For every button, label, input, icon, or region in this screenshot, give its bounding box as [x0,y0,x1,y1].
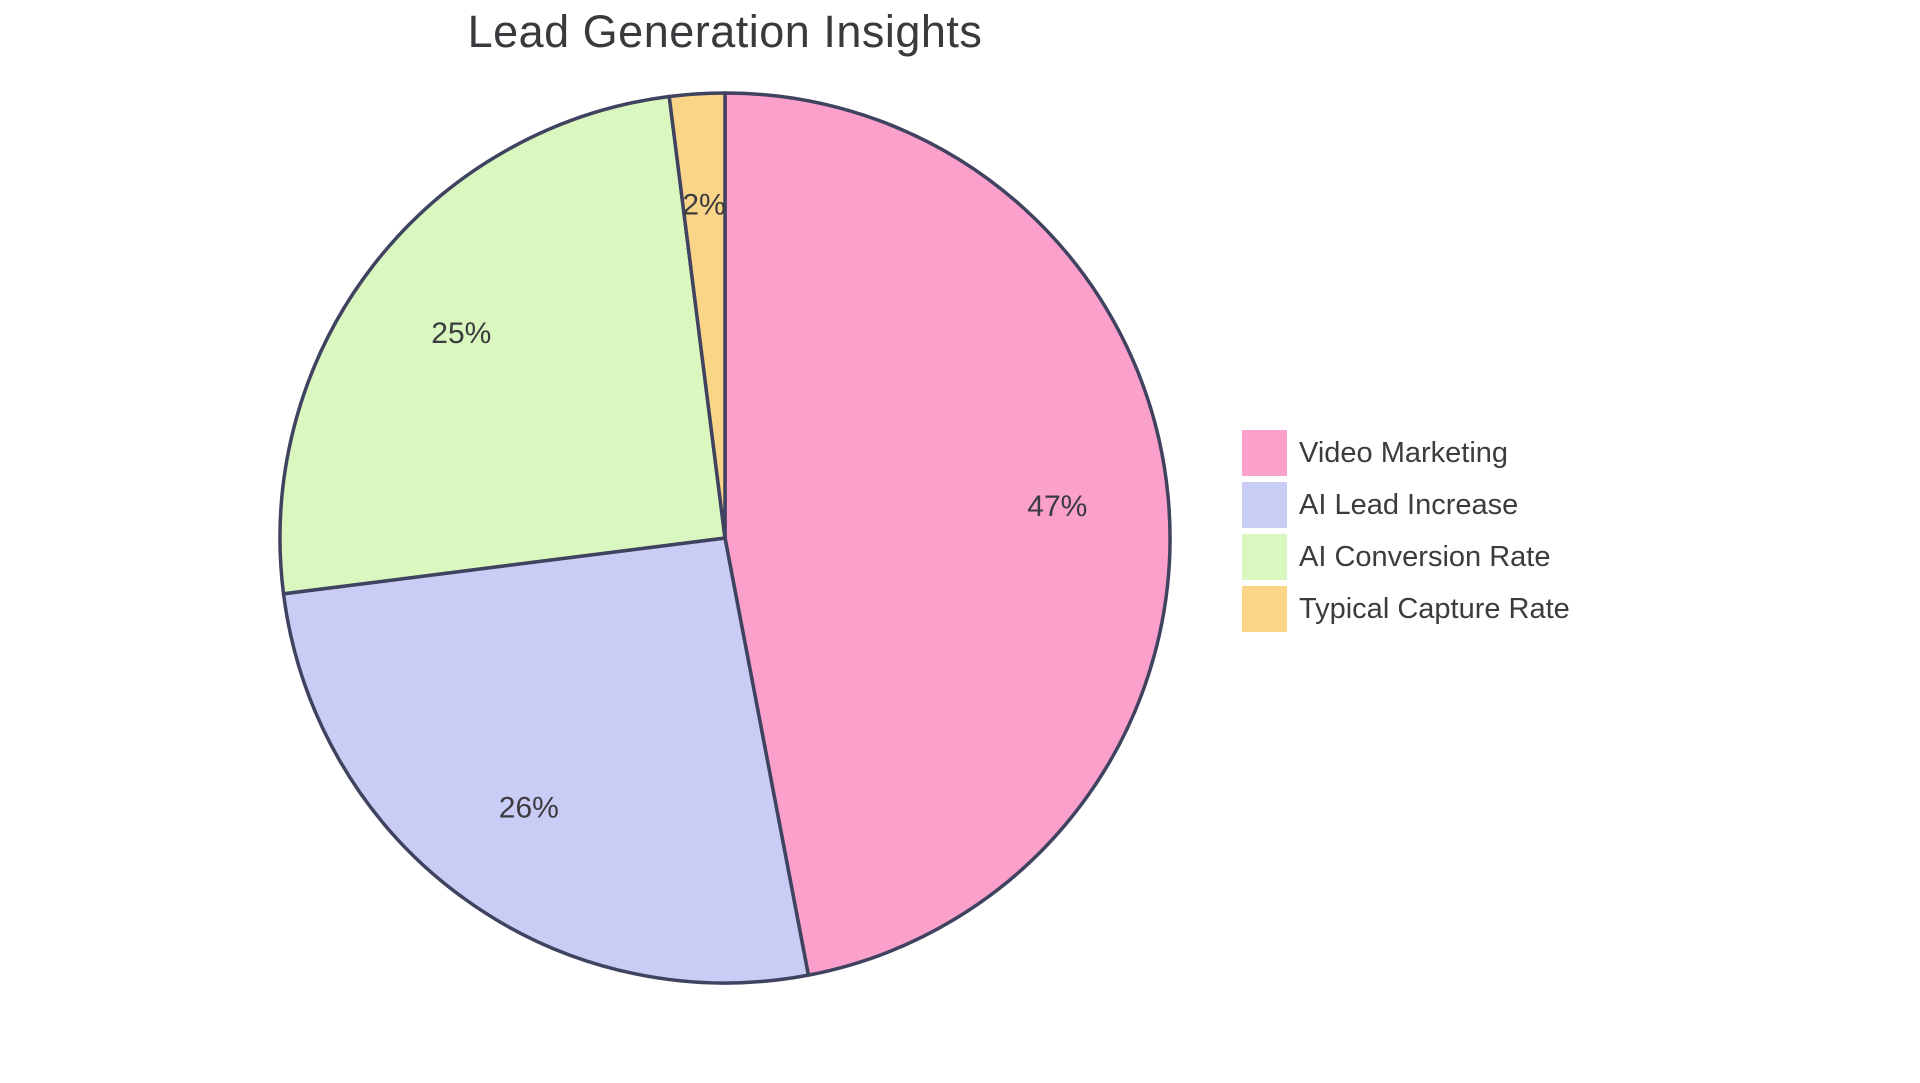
legend-item-label: AI Conversion Rate [1299,540,1551,573]
legend-item-label: AI Lead Increase [1299,488,1519,521]
slice-label-typical-capture-rate: 2% [682,188,725,221]
legend-swatch-ai-lead-increase [1242,482,1287,528]
slice-label-ai-conversion-rate: 25% [431,317,491,350]
legend-item-ai-conversion-rate: AI Conversion Rate [1242,534,1570,580]
legend-swatch-ai-conversion-rate [1242,534,1287,580]
legend-swatch-video-marketing [1242,430,1287,476]
pie-slice-ai-conversion-rate [278,94,727,596]
legend-item-label: Video Marketing [1299,436,1509,469]
pie-slice-video-marketing [723,91,1172,977]
legend: Video Marketing AI Lead Increase AI Conver… [1242,430,1570,632]
legend-swatch-typical-capture-rate [1242,586,1287,632]
pie-slice-ai-lead-increase [281,536,811,985]
legend-item-label: Typical Capture Rate [1299,592,1570,625]
chart-title: Lead Generation Insights [467,6,983,57]
legend-item-typical-capture-rate: Typical Capture Rate [1242,586,1570,632]
pie-slice-typical-capture-rate [667,91,727,540]
slice-label-ai-lead-increase: 26% [499,792,559,825]
legend-item-video-marketing: Video Marketing [1242,430,1570,476]
legend-item-ai-lead-increase: AI Lead Increase [1242,482,1570,528]
pie-chart: 47% 26% 25% 2% [278,91,1172,985]
slice-label-video-marketing: 47% [1027,490,1087,523]
